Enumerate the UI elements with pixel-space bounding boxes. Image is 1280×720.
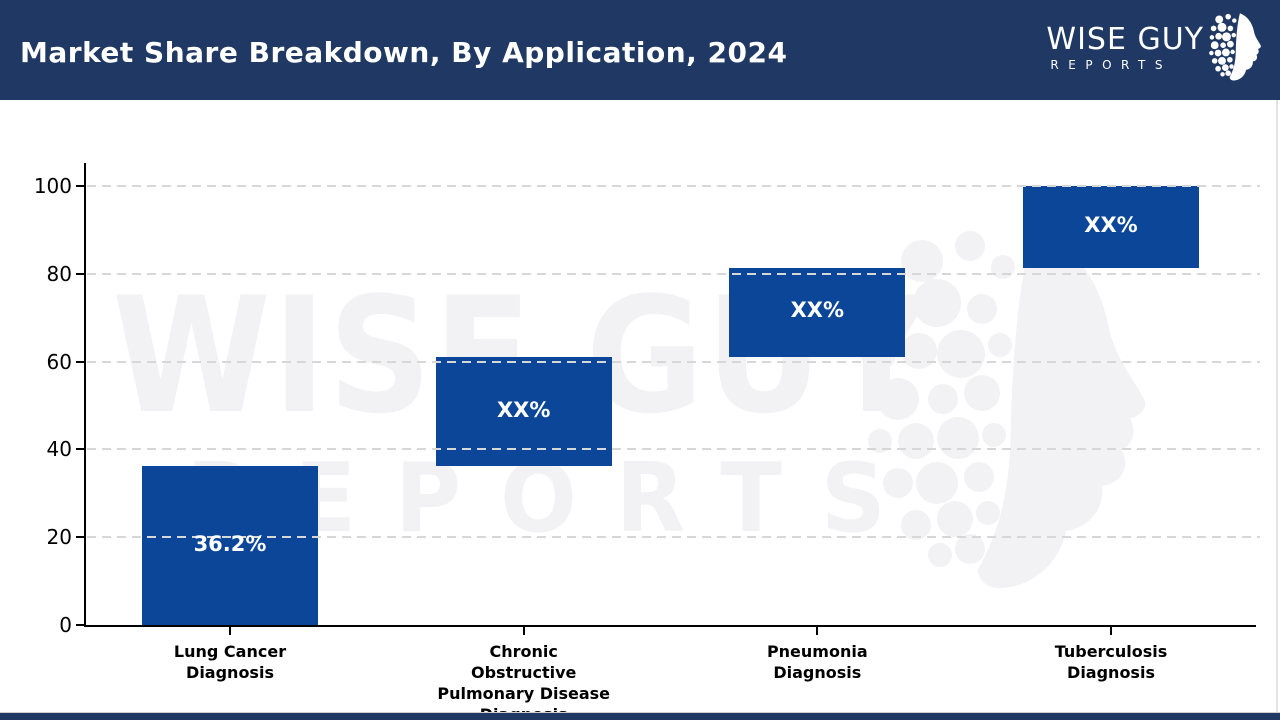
y-tick-label: 100 (33, 174, 72, 198)
page-title: Market Share Breakdown, By Application, … (20, 36, 788, 69)
waterfall-bar-segment (729, 267, 906, 358)
wise-guy-logo: WISE GUY REPORTS (1046, 8, 1264, 88)
bar-value-label: XX% (496, 397, 551, 422)
y-tick-mark (76, 185, 85, 187)
x-tick-mark (229, 627, 231, 635)
header-bar: Market Share Breakdown, By Application, … (0, 0, 1280, 100)
gridline (87, 360, 1260, 363)
waterfall-bar-segment (435, 357, 612, 467)
gridline (87, 272, 1260, 275)
bar-value-label: 36.2% (193, 531, 267, 556)
gridline (87, 448, 1260, 451)
bar-value-label: XX% (790, 298, 845, 323)
x-tick-mark (522, 627, 525, 635)
x-category-label: Pneumonia Diagnosis (766, 642, 868, 682)
plot-right-border (1276, 100, 1278, 712)
logo-text: WISE GUY REPORTS (1046, 24, 1204, 73)
y-tick-label: 60 (46, 349, 72, 374)
x-category-label: Lung Cancer Diagnosis (173, 642, 287, 682)
gridline (87, 536, 1260, 539)
y-tick-mark (76, 536, 85, 539)
x-category-label: Chronic Obstructive Pulmonary Disease Di… (437, 642, 611, 720)
gridline (87, 185, 1260, 187)
x-tick-mark (1110, 627, 1112, 635)
y-tick-mark (76, 272, 85, 275)
y-axis-line (84, 163, 86, 627)
watermark-face (868, 228, 1146, 589)
x-category-label: Tuberculosis Diagnosis (1054, 642, 1168, 682)
logo-subtitle: REPORTS (1050, 58, 1172, 73)
waterfall-bar-segment (1023, 186, 1199, 268)
logo-name: WISE GUY (1046, 21, 1204, 57)
y-tick-label: 0 (59, 613, 72, 637)
logo-face-icon (1209, 13, 1261, 81)
y-tick-label: 80 (46, 261, 72, 286)
bar-value-label: XX% (1084, 212, 1138, 237)
waterfall-bar-segment (142, 466, 318, 625)
y-tick-mark (76, 624, 85, 626)
y-tick-mark (76, 360, 85, 363)
y-tick-mark (76, 448, 85, 451)
x-tick-mark (816, 627, 819, 635)
x-axis-line (84, 625, 1256, 627)
y-tick-label: 40 (46, 437, 72, 462)
footer-bar (0, 712, 1280, 720)
y-tick-label: 20 (46, 525, 72, 550)
